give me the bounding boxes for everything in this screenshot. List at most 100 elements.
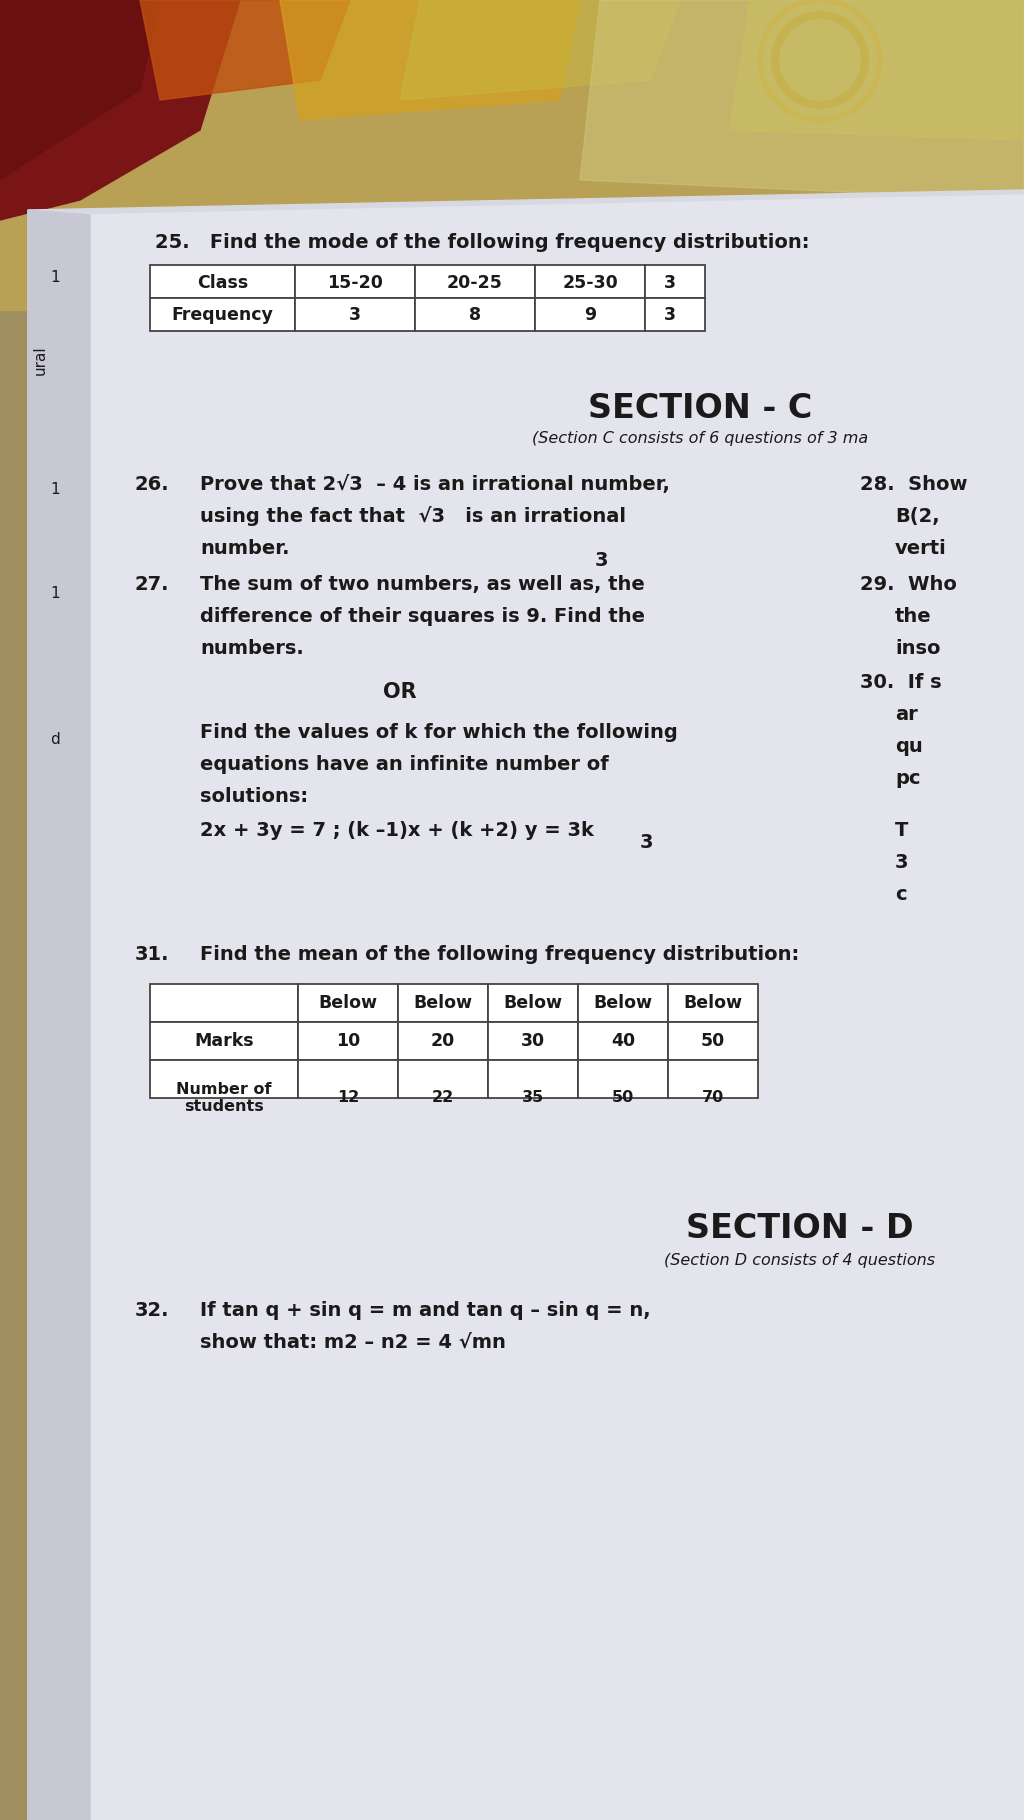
Text: Find the values of k for which the following: Find the values of k for which the follo… bbox=[200, 723, 678, 743]
Polygon shape bbox=[28, 209, 90, 1820]
Bar bbox=[488, 985, 578, 1023]
Text: Below: Below bbox=[594, 994, 652, 1012]
Text: 35: 35 bbox=[522, 1090, 544, 1105]
Text: 22: 22 bbox=[432, 1090, 454, 1105]
Text: 2x + 3y = 7 ; (k –1)x + (k +2) y = 3k: 2x + 3y = 7 ; (k –1)x + (k +2) y = 3k bbox=[200, 821, 594, 841]
Text: qu: qu bbox=[895, 737, 923, 755]
Bar bbox=[0, 0, 1024, 309]
Text: The sum of two numbers, as well as, the: The sum of two numbers, as well as, the bbox=[200, 575, 645, 593]
Text: Class: Class bbox=[197, 273, 248, 291]
Bar bbox=[295, 266, 415, 298]
Text: 9: 9 bbox=[584, 306, 596, 324]
Text: 3: 3 bbox=[595, 551, 608, 570]
Bar bbox=[150, 1059, 298, 1097]
Bar bbox=[578, 985, 668, 1023]
Text: T: T bbox=[895, 821, 908, 841]
Bar bbox=[535, 266, 645, 298]
Text: verti: verti bbox=[895, 539, 947, 559]
Text: Below: Below bbox=[414, 994, 472, 1012]
Text: Number of
students: Number of students bbox=[176, 1081, 271, 1114]
Text: Below: Below bbox=[683, 994, 742, 1012]
Bar bbox=[415, 298, 535, 331]
Text: 20-25: 20-25 bbox=[447, 273, 503, 291]
Text: 3: 3 bbox=[349, 306, 361, 324]
Bar bbox=[668, 1059, 758, 1097]
Text: 3: 3 bbox=[664, 306, 676, 324]
Bar bbox=[398, 1059, 488, 1097]
Text: 8: 8 bbox=[469, 306, 481, 324]
Polygon shape bbox=[0, 0, 160, 180]
Text: 1: 1 bbox=[50, 271, 59, 286]
Text: 31.: 31. bbox=[135, 945, 170, 965]
Text: 30.  If s: 30. If s bbox=[860, 673, 942, 692]
Text: 40: 40 bbox=[611, 1032, 635, 1050]
Text: numbers.: numbers. bbox=[200, 639, 304, 659]
Text: Find the mean of the following frequency distribution:: Find the mean of the following frequency… bbox=[200, 945, 800, 965]
Text: 3: 3 bbox=[664, 273, 676, 291]
Text: ar: ar bbox=[895, 704, 918, 724]
Text: Below: Below bbox=[318, 994, 378, 1012]
Bar bbox=[668, 1023, 758, 1059]
Bar bbox=[150, 985, 298, 1023]
Text: If tan q + sin q = m and tan q – sin q = n,: If tan q + sin q = m and tan q – sin q =… bbox=[200, 1301, 650, 1320]
Text: 15-20: 15-20 bbox=[327, 273, 383, 291]
Polygon shape bbox=[80, 195, 1024, 1820]
Text: using the fact that  √3   is an irrational: using the fact that √3 is an irrational bbox=[200, 506, 626, 526]
Text: 29.  Who: 29. Who bbox=[860, 575, 956, 593]
Bar bbox=[398, 985, 488, 1023]
Bar bbox=[578, 1023, 668, 1059]
Text: 1: 1 bbox=[50, 586, 59, 601]
Text: SECTION - D: SECTION - D bbox=[686, 1212, 913, 1245]
Text: difference of their squares is 9. Find the: difference of their squares is 9. Find t… bbox=[200, 608, 645, 626]
Text: OR: OR bbox=[383, 682, 417, 703]
Polygon shape bbox=[730, 0, 1024, 140]
Text: 32.: 32. bbox=[135, 1301, 170, 1320]
Text: (Section D consists of 4 questions: (Section D consists of 4 questions bbox=[665, 1252, 936, 1267]
Polygon shape bbox=[400, 0, 680, 100]
Text: Below: Below bbox=[504, 994, 562, 1012]
Text: ural: ural bbox=[33, 346, 47, 375]
Text: the: the bbox=[895, 608, 932, 626]
Polygon shape bbox=[280, 0, 580, 120]
Bar bbox=[398, 1023, 488, 1059]
Text: d: d bbox=[50, 732, 59, 748]
Text: 1: 1 bbox=[50, 482, 59, 497]
Text: solutions:: solutions: bbox=[200, 786, 308, 806]
Bar bbox=[298, 985, 398, 1023]
Text: c: c bbox=[895, 885, 906, 905]
Bar bbox=[645, 298, 705, 331]
Text: 70: 70 bbox=[701, 1090, 724, 1105]
Text: pc: pc bbox=[895, 770, 921, 788]
Bar bbox=[295, 298, 415, 331]
Text: 25-30: 25-30 bbox=[562, 273, 617, 291]
Text: Marks: Marks bbox=[195, 1032, 254, 1050]
Text: Prove that 2√3  – 4 is an irrational number,: Prove that 2√3 – 4 is an irrational numb… bbox=[200, 475, 670, 493]
Text: 26.: 26. bbox=[135, 475, 170, 493]
Polygon shape bbox=[580, 0, 1024, 200]
Bar bbox=[488, 1023, 578, 1059]
Text: 50: 50 bbox=[612, 1090, 634, 1105]
Polygon shape bbox=[28, 189, 1024, 1820]
Bar bbox=[150, 298, 295, 331]
Polygon shape bbox=[0, 0, 240, 220]
Bar bbox=[488, 1059, 578, 1097]
Text: 27.: 27. bbox=[135, 575, 170, 593]
Text: number.: number. bbox=[200, 539, 290, 559]
Bar bbox=[415, 266, 535, 298]
Text: 20: 20 bbox=[431, 1032, 455, 1050]
Polygon shape bbox=[140, 0, 350, 100]
Bar bbox=[150, 266, 295, 298]
Text: B(2,: B(2, bbox=[895, 508, 940, 526]
Text: inso: inso bbox=[895, 639, 940, 659]
Text: 28.  Show: 28. Show bbox=[860, 475, 968, 493]
Text: 12: 12 bbox=[337, 1090, 359, 1105]
Text: 30: 30 bbox=[521, 1032, 545, 1050]
Bar bbox=[298, 1023, 398, 1059]
Bar bbox=[298, 1059, 398, 1097]
Bar bbox=[645, 266, 705, 298]
Text: (Section C consists of 6 questions of 3 ma: (Section C consists of 6 questions of 3 … bbox=[531, 431, 868, 446]
Text: 50: 50 bbox=[700, 1032, 725, 1050]
Bar bbox=[150, 1023, 298, 1059]
Bar bbox=[578, 1059, 668, 1097]
Text: 10: 10 bbox=[336, 1032, 360, 1050]
